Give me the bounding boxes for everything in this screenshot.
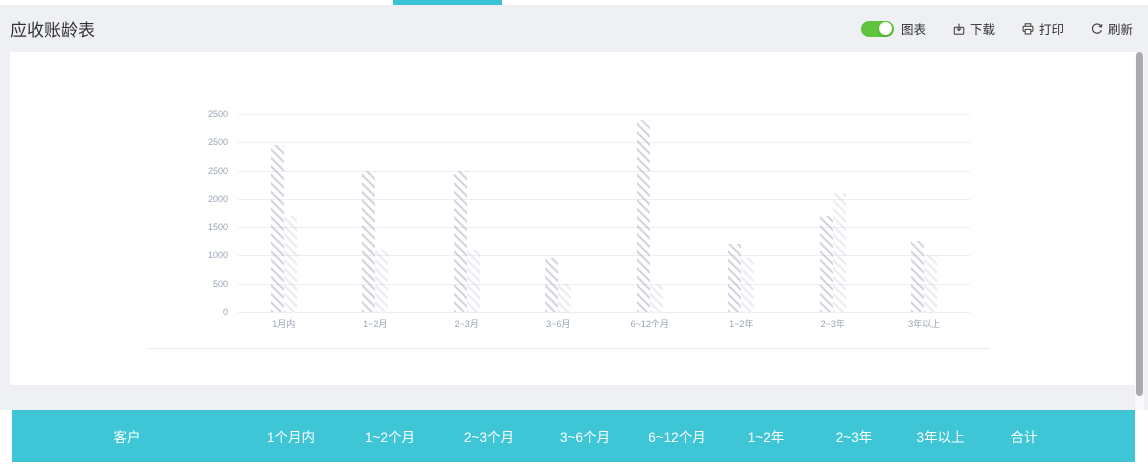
table-header-row: 客户 1个月内 1~2个月 2~3个月 3~6个月 6~12个月 1~2年 2~… (12, 410, 1135, 462)
y-axis-tick-label: 2500 (207, 109, 228, 119)
print-label: 打印 (1038, 23, 1064, 37)
gridline (238, 283, 970, 285)
column-header-3-6month: 3~6个月 (560, 430, 610, 445)
refresh-label: 刷新 (1107, 23, 1133, 37)
column-header-1month: 1个月内 (266, 430, 315, 445)
vertical-scrollbar-thumb[interactable] (1136, 52, 1143, 396)
bar-left-bar-1月内 (270, 145, 284, 312)
header-bar: 应收账龄表 图表 下载 (0, 5, 1148, 52)
refresh-icon (1090, 22, 1104, 36)
top-strip (0, 0, 1148, 5)
x-axis-category-label: 2~3月 (454, 319, 479, 329)
y-axis-tick-label: 1000 (207, 250, 228, 261)
column-header-customer: 客户 (113, 430, 141, 445)
bar-left-bar-6~12个月 (636, 120, 650, 312)
toolbar: 图表 下载 打印 (860, 19, 1133, 38)
x-axis-category-label: 1~2月 (363, 319, 388, 329)
print-icon (1021, 22, 1035, 36)
gridline (238, 312, 970, 313)
toggle-knob (878, 22, 892, 35)
gridline (238, 170, 970, 172)
download-button[interactable]: 下载 (952, 19, 995, 38)
x-axis-category-label: 1~2年 (729, 319, 754, 329)
active-tab-indicator (393, 0, 502, 5)
chart-view-toggle[interactable]: 图表 (860, 19, 926, 38)
aging-bar-chart: 0 500 1000 1500 2000 2500 2500 2500 1月内 1~2月 2~3月 3… (10, 52, 1135, 385)
column-header-2-3month: 2~3个月 (464, 430, 514, 445)
y-axis-tick-label: 500 (212, 278, 228, 289)
column-header-6-12month: 6~12个月 (648, 430, 706, 445)
bar-left-bar-3~6月 (545, 258, 559, 312)
bar-right-bar-6~12个月 (649, 284, 663, 312)
x-axis-category-label: 6~12个月 (630, 319, 669, 329)
page-title: 应收账龄表 (10, 21, 95, 40)
download-label: 下载 (969, 23, 995, 37)
x-axis-category-label: 3年以上 (908, 319, 941, 329)
x-axis-category-label: 3~6月 (546, 319, 571, 329)
y-axis-tick-label: 2500 (207, 165, 228, 176)
chart-bottom-divider (148, 348, 990, 349)
bar-right-bar-1~2月 (375, 250, 389, 312)
column-header-1-2year: 1~2年 (747, 430, 785, 445)
y-axis-tick-label: 0 (222, 307, 228, 317)
gridline (238, 114, 970, 115)
bar-left-bar-1~2月 (362, 171, 376, 312)
bar-right-bar-2~3年 (832, 193, 846, 312)
y-axis-tick-label: 2500 (207, 137, 228, 148)
chart-card: 0 500 1000 1500 2000 2500 2500 2500 1月内 1~2月 2~3月 3… (10, 52, 1135, 385)
column-header-2-3year: 2~3年 (835, 430, 873, 445)
x-axis-category-label: 2~3年 (820, 319, 845, 329)
bar-left-bar-3年以上 (911, 241, 925, 312)
toggle-label: 图表 (900, 23, 926, 37)
bar-right-bar-3年以上 (924, 255, 938, 312)
gridline (238, 198, 970, 200)
bar-left-bar-1~2年 (728, 244, 742, 312)
refresh-button[interactable]: 刷新 (1090, 19, 1133, 38)
gridline (238, 255, 970, 257)
gridline (238, 142, 970, 144)
bar-right-bar-3~6月 (558, 284, 572, 312)
column-header-3year-plus: 3年以上 (916, 430, 965, 445)
gridline (238, 227, 970, 229)
print-button[interactable]: 打印 (1021, 19, 1064, 38)
bar-left-bar-2~3年 (819, 216, 833, 312)
bar-right-bar-2~3月 (466, 250, 480, 312)
bar-left-bar-2~3月 (453, 171, 467, 312)
download-icon (952, 22, 966, 36)
column-header-total: 合计 (1010, 430, 1038, 445)
bar-right-bar-1~2年 (741, 258, 755, 312)
toggle-switch-icon[interactable] (860, 20, 894, 37)
y-axis-tick-label: 2000 (207, 193, 228, 204)
y-axis-tick-label: 1500 (207, 222, 228, 233)
column-header-1-2month: 1~2个月 (365, 430, 415, 445)
bar-right-bar-1月内 (283, 216, 297, 312)
x-axis-category-label: 1月内 (272, 319, 296, 329)
